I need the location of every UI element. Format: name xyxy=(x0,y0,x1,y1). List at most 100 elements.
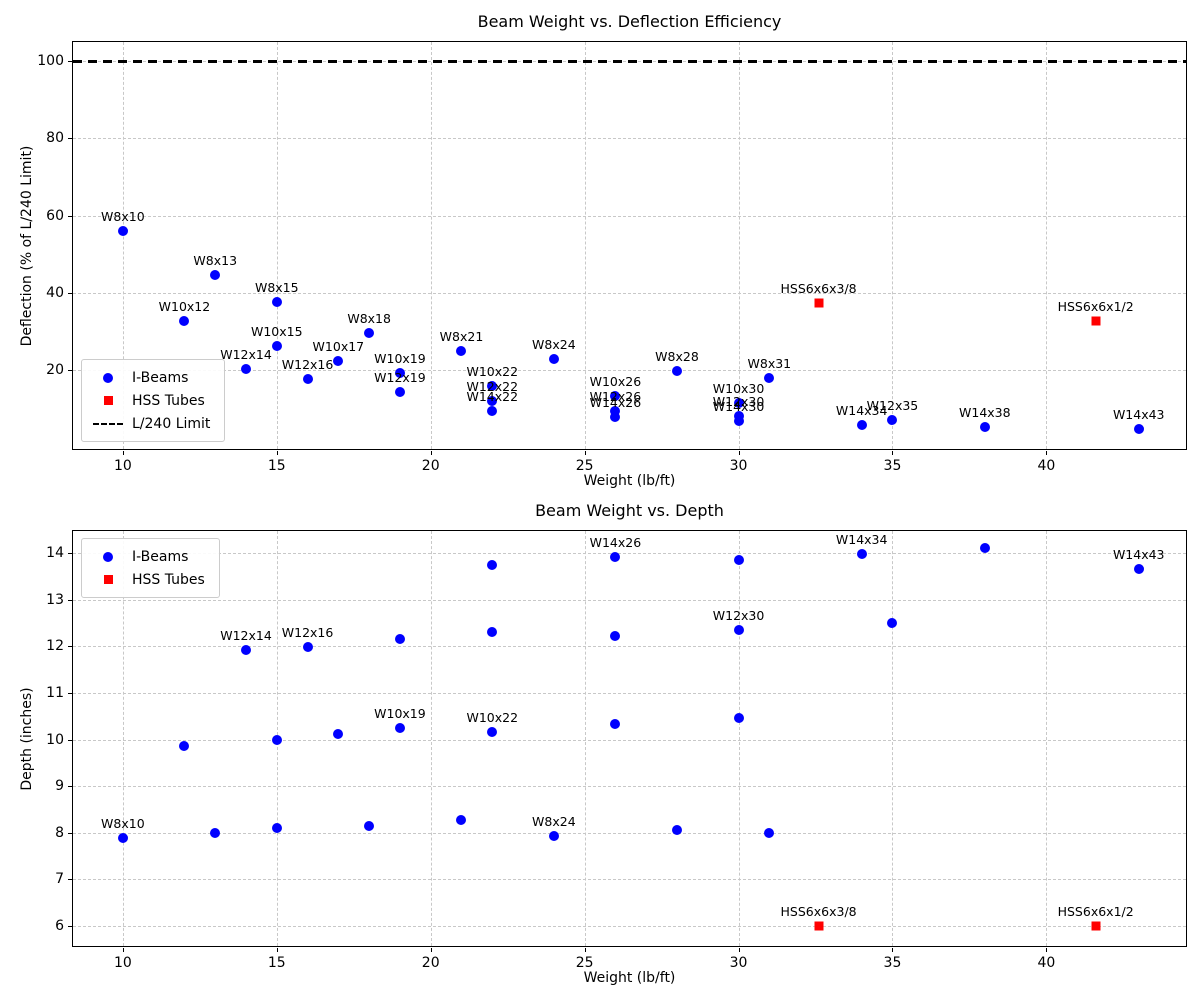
data-point-W12x19 xyxy=(394,633,405,644)
x-gridline xyxy=(1046,42,1048,449)
y-tick-label: 11 xyxy=(46,684,64,701)
point-annotation-W8x21: W8x21 xyxy=(439,329,484,345)
x-gridline xyxy=(892,531,894,946)
data-point-W12x30 xyxy=(733,410,744,421)
x-tick-mark xyxy=(892,948,894,952)
x-tick-label: 30 xyxy=(729,458,748,474)
data-point-W10x30 xyxy=(733,712,744,723)
point-annotation-W12x35: W12x35 xyxy=(866,398,919,414)
x-tick-mark xyxy=(584,948,586,952)
point-annotation-HSS6x6x1/2: HSS6x6x1/2 xyxy=(1057,299,1134,315)
point-annotation-W8x28: W8x28 xyxy=(655,348,699,364)
i-beams-marker-icon xyxy=(103,551,113,562)
y-gridline xyxy=(73,739,1186,741)
x-gridline xyxy=(584,42,586,449)
data-point-W14x38 xyxy=(979,421,990,432)
point-annotation-W8x24: W8x24 xyxy=(532,336,576,352)
x-tick-label: 40 xyxy=(1037,955,1056,971)
data-point-W12x26 xyxy=(610,630,621,641)
y-tick-label: 13 xyxy=(46,591,64,608)
x-gridline xyxy=(430,42,432,449)
y-gridline xyxy=(73,879,1186,881)
point-annotation-W10x19: W10x19 xyxy=(374,706,426,722)
legend-item-label: I-Beams xyxy=(132,548,189,565)
y-tick-label: 80 xyxy=(46,130,64,147)
x-gridline xyxy=(1046,531,1048,946)
y-tick-label: 14 xyxy=(46,544,64,561)
y-tick-mark xyxy=(68,138,72,140)
point-annotation-W14x43: W14x43 xyxy=(1112,406,1165,422)
data-point-W8x10 xyxy=(117,226,128,237)
data-point-W8x21 xyxy=(456,346,467,357)
legend-item-label: L/240 Limit xyxy=(132,415,211,432)
data-point-W12x16 xyxy=(302,641,313,652)
data-point-HSS6x6x1/2 xyxy=(1091,921,1101,931)
deflection-chart-title: Beam Weight vs. Deflection Efficiency xyxy=(477,12,782,31)
data-point-W8x31 xyxy=(764,373,775,384)
x-tick-label: 10 xyxy=(113,458,132,474)
data-point-W10x22 xyxy=(487,726,498,737)
point-annotation-W10x22: W10x22 xyxy=(466,363,519,379)
y-tick-label: 60 xyxy=(46,207,64,224)
data-point-W12x35 xyxy=(887,415,898,426)
data-point-W10x12 xyxy=(179,740,190,751)
x-tick-mark xyxy=(584,451,586,455)
data-point-W8x13 xyxy=(210,270,221,281)
x-tick-label: 15 xyxy=(267,955,286,971)
deflection-x-axis-label: Weight (lb/ft) xyxy=(583,473,676,489)
x-gridline xyxy=(276,42,278,449)
x-tick-label: 25 xyxy=(575,955,594,971)
legend-item-I-Beams: I-Beams xyxy=(92,366,210,389)
x-tick-mark xyxy=(1046,451,1048,455)
point-annotation-W12x19: W12x19 xyxy=(374,370,426,386)
data-point-W10x12 xyxy=(179,315,190,326)
y-tick-label: 40 xyxy=(46,284,64,301)
data-point-W10x15 xyxy=(271,734,282,745)
y-tick-label: 9 xyxy=(55,778,64,795)
y-tick-label: 12 xyxy=(46,638,64,655)
x-tick-mark xyxy=(738,451,740,455)
x-tick-mark xyxy=(122,948,124,952)
data-point-W14x30 xyxy=(733,416,744,427)
data-point-W8x28 xyxy=(671,365,682,376)
legend-item-label: HSS Tubes xyxy=(132,392,205,409)
y-gridline xyxy=(73,926,1186,928)
point-annotation-W8x13: W8x13 xyxy=(193,253,238,269)
data-point-W14x26 xyxy=(610,552,621,563)
x-tick-label: 20 xyxy=(421,458,440,474)
data-point-W12x14 xyxy=(241,364,251,375)
depth-y-axis-label: Depth (inches) xyxy=(19,687,35,791)
data-point-W12x19 xyxy=(394,387,405,398)
data-point-W10x26 xyxy=(610,390,621,401)
y-gridline xyxy=(73,832,1186,834)
x-tick-mark xyxy=(276,948,278,952)
y-gridline xyxy=(73,138,1186,140)
deflection-y-axis-label: Deflection (% of L/240 Limit) xyxy=(19,145,35,347)
data-point-W12x22 xyxy=(487,626,498,637)
data-point-W8x13 xyxy=(210,828,221,839)
x-tick-label: 20 xyxy=(421,955,440,971)
x-tick-mark xyxy=(276,451,278,455)
data-point-HSS6x6x1/2 xyxy=(1091,316,1101,326)
x-gridline xyxy=(584,531,586,946)
point-annotation-W12x14: W12x14 xyxy=(220,628,272,644)
hss-tubes-marker-icon xyxy=(103,396,113,405)
data-point-W14x22 xyxy=(487,405,498,416)
y-tick-mark xyxy=(68,646,72,648)
data-point-W10x19 xyxy=(394,723,405,734)
point-annotation-W12x16: W12x16 xyxy=(281,356,334,372)
y-gridline xyxy=(73,692,1186,694)
data-point-W14x43 xyxy=(1133,563,1144,574)
point-annotation-W12x30: W12x30 xyxy=(712,608,765,624)
x-tick-mark xyxy=(1046,948,1048,952)
data-point-W12x22 xyxy=(487,395,498,406)
y-tick-mark xyxy=(68,292,72,294)
x-gridline xyxy=(122,531,124,946)
legend-swatch xyxy=(92,396,124,405)
point-annotation-W10x15: W10x15 xyxy=(250,324,303,340)
point-annotation-W14x26: W14x26 xyxy=(589,395,642,411)
y-tick-mark xyxy=(68,786,72,788)
point-annotation-W14x34: W14x34 xyxy=(835,402,888,418)
data-point-HSS6x6x3/8 xyxy=(814,298,824,308)
